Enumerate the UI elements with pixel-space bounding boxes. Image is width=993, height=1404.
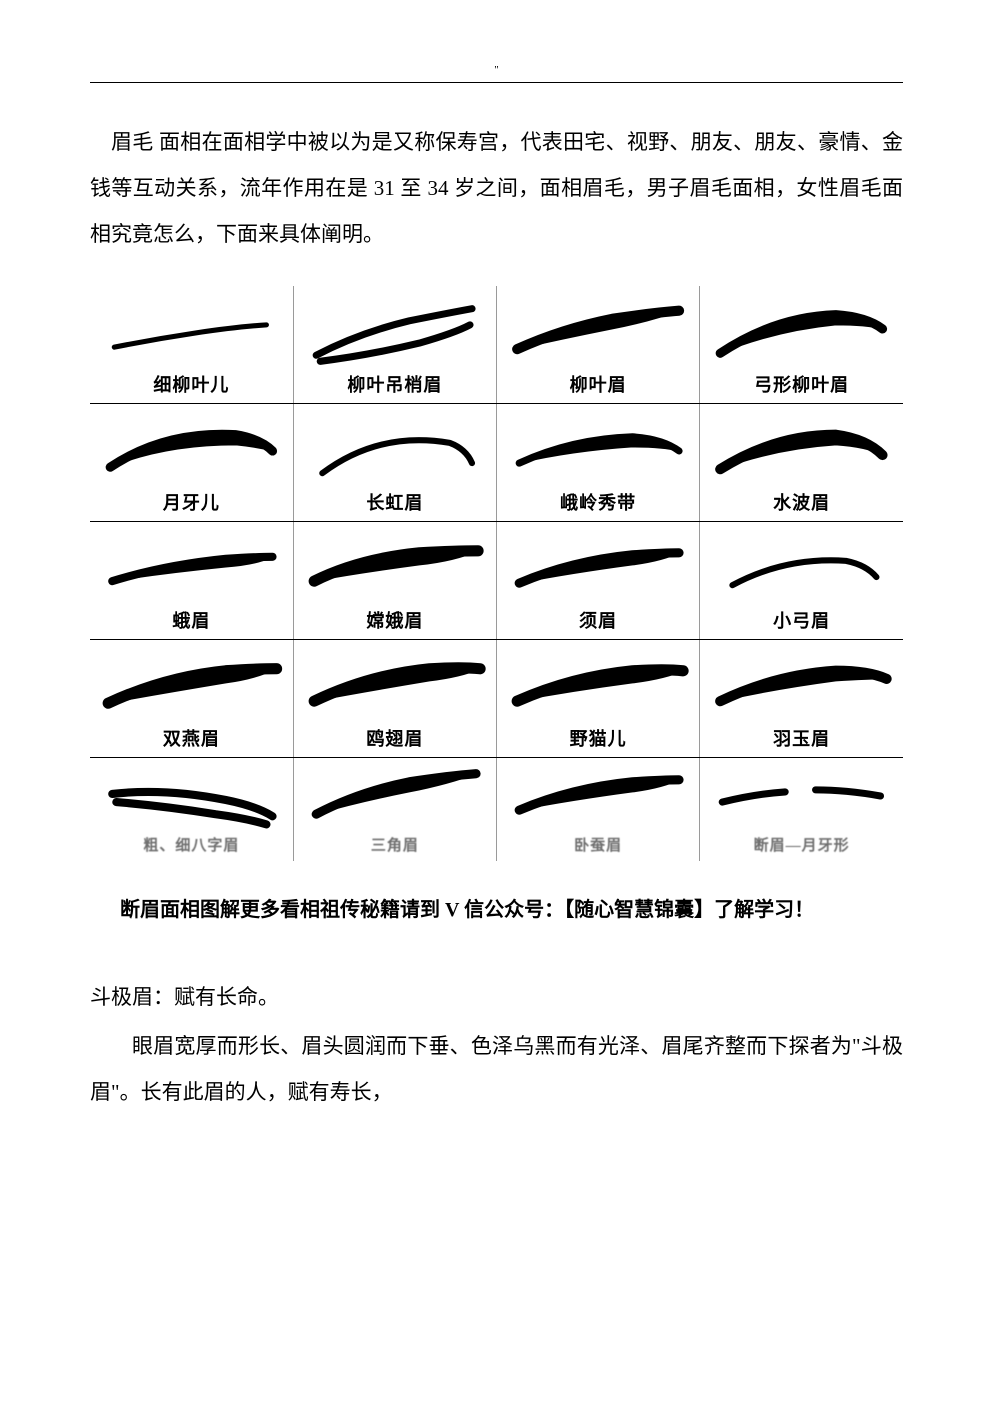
eyebrow-shape-icon: [298, 301, 492, 369]
eyebrow-shape-icon: [94, 655, 289, 723]
intro-paragraph: 眉毛 面相在面相学中被以为是又称保寿宫，代表田宅、视野、朋友、朋友、豪情、金钱等…: [90, 119, 903, 258]
eyebrow-label: 蛾眉: [94, 607, 289, 633]
eyebrow-cell: 月牙儿: [90, 404, 293, 522]
eyebrow-cell: 卧蚕眉: [497, 758, 700, 862]
eyebrow-cell: 断眉—月牙形: [700, 758, 903, 862]
eyebrow-label: 嫦娥眉: [298, 607, 492, 633]
eyebrow-label: 羽玉眉: [704, 725, 899, 751]
eyebrow-shape-icon: [298, 419, 492, 487]
eyebrow-label: 野猫儿: [501, 725, 695, 751]
eyebrow-cell: 长虹眉: [293, 404, 496, 522]
eyebrow-shape-icon: [704, 655, 899, 723]
eyebrow-cell: 细柳叶儿: [90, 286, 293, 404]
eyebrow-label: 弓形柳叶眉: [704, 371, 899, 397]
eyebrow-cell: 柳叶眉: [497, 286, 700, 404]
eyebrow-label: 小弓眉: [704, 607, 899, 633]
header-quote-mark: ": [494, 64, 499, 76]
eyebrow-label: 水波眉: [704, 489, 899, 515]
eyebrow-shape-icon: [704, 301, 899, 369]
eyebrow-shape-icon: [501, 655, 695, 723]
eyebrow-shape-icon: [501, 537, 695, 605]
eyebrow-shapes-table: 细柳叶儿柳叶吊梢眉柳叶眉弓形柳叶眉月牙儿长虹眉峨岭秀带水波眉蛾眉嫦娥眉须眉小弓眉…: [90, 286, 903, 862]
eyebrow-label: 卧蚕眉: [501, 834, 695, 855]
eyebrow-label: 粗、细八字眉: [94, 834, 289, 855]
eyebrow-label: 双燕眉: [94, 725, 289, 751]
eyebrow-label: 柳叶眉: [501, 371, 695, 397]
eyebrow-shape-icon: [94, 419, 289, 487]
eyebrow-shape-icon: [298, 764, 492, 832]
eyebrow-cell: 柳叶吊梢眉: [293, 286, 496, 404]
eyebrow-cell: 弓形柳叶眉: [700, 286, 903, 404]
eyebrow-cell: 鸥翅眉: [293, 640, 496, 758]
eyebrow-cell: 羽玉眉: [700, 640, 903, 758]
eyebrow-label: 断眉—月牙形: [704, 834, 899, 855]
eyebrow-shape-icon: [501, 419, 695, 487]
eyebrow-shape-icon: [704, 764, 899, 832]
eyebrow-label: 峨岭秀带: [501, 489, 695, 515]
eyebrow-shape-icon: [94, 301, 289, 369]
eyebrow-cell: 双燕眉: [90, 640, 293, 758]
eyebrow-label: 三角眉: [298, 834, 492, 855]
eyebrow-shape-icon: [501, 301, 695, 369]
eyebrow-shape-icon: [704, 419, 899, 487]
eyebrow-shape-icon: [298, 537, 492, 605]
page-header: ": [90, 60, 903, 83]
eyebrow-cell: 小弓眉: [700, 522, 903, 640]
eyebrow-cell: 水波眉: [700, 404, 903, 522]
eyebrow-cell: 峨岭秀带: [497, 404, 700, 522]
eyebrow-label: 须眉: [501, 607, 695, 633]
eyebrow-shape-icon: [94, 764, 289, 832]
eyebrow-shape-icon: [298, 655, 492, 723]
eyebrow-label: 月牙儿: [94, 489, 289, 515]
eyebrow-cell: 粗、细八字眉: [90, 758, 293, 862]
eyebrow-shape-icon: [704, 537, 899, 605]
eyebrow-label: 鸥翅眉: [298, 725, 492, 751]
eyebrow-cell: 蛾眉: [90, 522, 293, 640]
eyebrow-label: 长虹眉: [298, 489, 492, 515]
promo-note: 断眉面相图解更多看相祖传秘籍请到 V 信公众号：【随心智慧锦囊】了解学习！: [90, 889, 903, 931]
eyebrow-cell: 三角眉: [293, 758, 496, 862]
eyebrow-cell: 野猫儿: [497, 640, 700, 758]
eyebrow-shape-icon: [94, 537, 289, 605]
eyebrow-shape-icon: [501, 764, 695, 832]
eyebrow-label: 柳叶吊梢眉: [298, 371, 492, 397]
eyebrow-cell: 嫦娥眉: [293, 522, 496, 640]
eyebrow-label: 细柳叶儿: [94, 371, 289, 397]
eyebrow-cell: 须眉: [497, 522, 700, 640]
section-title: 斗极眉：赋有长命。: [90, 975, 903, 1019]
body-paragraph: 眼眉宽厚而形长、眉头圆润而下垂、色泽乌黑而有光泽、眉尾齐整而下探者为"斗极眉"。…: [90, 1023, 903, 1115]
